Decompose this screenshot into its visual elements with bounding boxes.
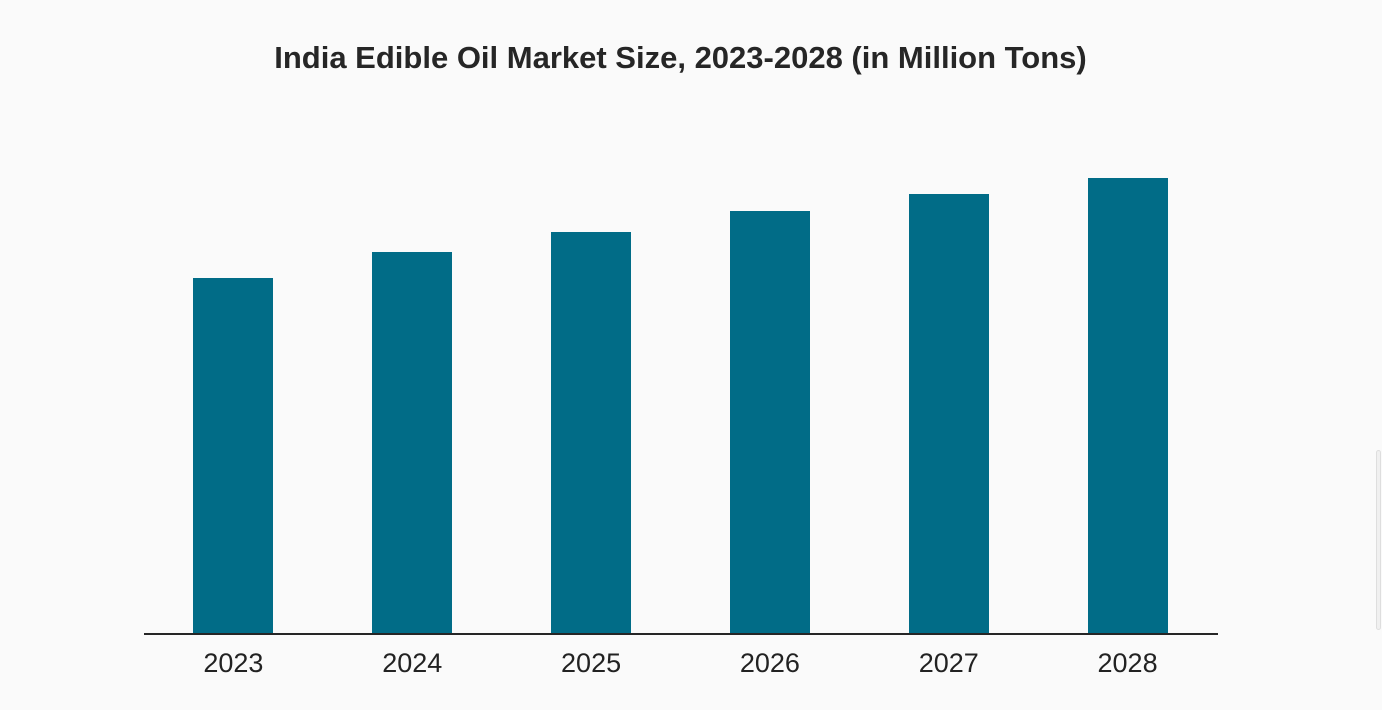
bar-2028 bbox=[1087, 178, 1168, 633]
bar-2023 bbox=[193, 278, 274, 633]
bar-slot-2025 bbox=[502, 0, 681, 633]
bar-slot-2027 bbox=[859, 0, 1038, 633]
x-axis-label-2026: 2026 bbox=[739, 648, 800, 678]
bar-chart-plot-area bbox=[144, 0, 1217, 633]
x-axis-line bbox=[144, 633, 1218, 635]
bar-slot-2026 bbox=[680, 0, 859, 633]
bar-2026 bbox=[729, 211, 810, 633]
x-axis-label-2027: 2027 bbox=[918, 648, 979, 678]
bar-slot-2023 bbox=[144, 0, 323, 633]
x-axis-label-2028: 2028 bbox=[1097, 648, 1158, 678]
bar-2027 bbox=[908, 193, 989, 633]
x-axis-label-2024: 2024 bbox=[382, 648, 443, 678]
scrollbar-thumb[interactable] bbox=[1376, 450, 1381, 630]
x-axis-label-2025: 2025 bbox=[561, 648, 622, 678]
chart-title: India Edible Oil Market Size, 2023-2028 … bbox=[274, 40, 1087, 75]
x-axis-label-2023: 2023 bbox=[203, 648, 264, 678]
x-axis-labels: 2023 2024 2025 2026 2027 2028 bbox=[144, 648, 1217, 679]
bar-2025 bbox=[551, 232, 632, 633]
bar-slot-2024 bbox=[323, 0, 502, 633]
bar-slot-2028 bbox=[1038, 0, 1217, 633]
bar-2024 bbox=[372, 252, 453, 633]
